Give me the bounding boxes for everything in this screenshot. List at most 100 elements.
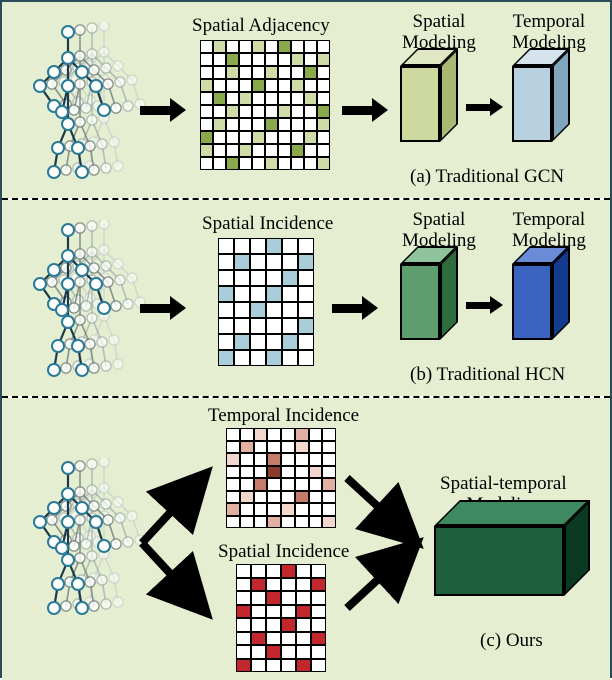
matrix-cell [298, 238, 314, 254]
matrix-cell [311, 632, 326, 646]
matrix-cell [281, 632, 296, 646]
figure-root: Spatial Adjacency Spatial Modeling Tempo… [0, 0, 612, 678]
matrix-cell [240, 478, 254, 491]
matrix-cell [282, 254, 298, 270]
matrix-cell [281, 453, 295, 466]
matrix-cell [278, 118, 291, 131]
cube-a-temporal-text: Temporal Modeling [512, 11, 586, 53]
matrix-cell [266, 591, 281, 605]
arrow-a3 [466, 98, 503, 116]
matrix-cell [296, 632, 311, 646]
spatial-incidence-matrix-c [236, 564, 326, 672]
matrix-cell [239, 92, 252, 105]
skeleton-svg-b [18, 220, 158, 380]
matrix-cell [213, 66, 226, 79]
matrix-cell [236, 645, 251, 659]
matrix-label-c-top: Temporal Incidence [208, 406, 359, 427]
matrix-cell [281, 466, 295, 479]
matrix-cell [278, 53, 291, 66]
matrix-cell [213, 131, 226, 144]
matrix-cell [250, 350, 266, 366]
matrix-cell [281, 605, 296, 619]
matrix-label-b: Spatial Incidence [202, 214, 333, 235]
arrow-c-merge [342, 448, 442, 638]
matrix-cell [240, 428, 254, 441]
matrix-cell [251, 618, 266, 632]
matrix-cell [252, 144, 265, 157]
matrix-cell [236, 605, 251, 619]
matrix-cell [317, 131, 330, 144]
matrix-cell [309, 491, 323, 504]
caption-b: (b) Traditional HCN [410, 364, 565, 386]
matrix-cell [267, 428, 281, 441]
matrix-cell [309, 466, 323, 479]
matrix-cell [291, 79, 304, 92]
matrix-cell [251, 591, 266, 605]
matrix-cell [311, 578, 326, 592]
matrix-cell [251, 605, 266, 619]
matrix-cell [200, 40, 213, 53]
matrix-cell [295, 428, 309, 441]
matrix-cell [251, 578, 266, 592]
matrix-cell [213, 144, 226, 157]
matrix-cell [239, 66, 252, 79]
matrix-cell [282, 318, 298, 334]
matrix-cell [317, 144, 330, 157]
matrix-cell [278, 92, 291, 105]
matrix-cell [266, 254, 282, 270]
matrix-cell [200, 144, 213, 157]
matrix-cell [322, 491, 336, 504]
matrix-cell [200, 105, 213, 118]
matrix-cell [226, 478, 240, 491]
matrix-cell [240, 453, 254, 466]
matrix-cell [218, 350, 234, 366]
matrix-cell [239, 53, 252, 66]
matrix-cell [250, 254, 266, 270]
matrix-cell [281, 503, 295, 516]
matrix-cell [281, 491, 295, 504]
matrix-cell [251, 659, 266, 673]
matrix-cell [254, 491, 268, 504]
matrix-cell [267, 441, 281, 454]
matrix-cell [226, 118, 239, 131]
matrix-cell [278, 157, 291, 170]
matrix-cell [250, 302, 266, 318]
matrix-cell [265, 66, 278, 79]
matrix-cell [265, 92, 278, 105]
matrix-cell [311, 618, 326, 632]
matrix-cell [281, 564, 296, 578]
arrow-a1 [140, 98, 186, 122]
matrix-cell [278, 66, 291, 79]
matrix-cell [254, 453, 268, 466]
matrix-cell [265, 118, 278, 131]
panel-a: Spatial Adjacency Spatial Modeling Tempo… [2, 2, 610, 198]
arrow-b3 [466, 296, 503, 314]
matrix-cell [200, 131, 213, 144]
matrix-cell [200, 79, 213, 92]
matrix-cell [281, 591, 296, 605]
matrix-cell [240, 516, 254, 529]
matrix-cell [252, 131, 265, 144]
matrix-cell [281, 428, 295, 441]
matrix-cell [254, 428, 268, 441]
matrix-cell [234, 254, 250, 270]
matrix-cell [317, 66, 330, 79]
matrix-cell [317, 157, 330, 170]
matrix-cell [226, 491, 240, 504]
matrix-cell [298, 286, 314, 302]
matrix-cell [252, 118, 265, 131]
matrix-cell [226, 516, 240, 529]
matrix-cell [291, 105, 304, 118]
matrix-cell [282, 270, 298, 286]
matrix-cell [304, 144, 317, 157]
matrix-cell [226, 157, 239, 170]
matrix-cell [282, 302, 298, 318]
matrix-cell [317, 92, 330, 105]
matrix-cell [291, 131, 304, 144]
matrix-cell [281, 441, 295, 454]
matrix-cell [291, 66, 304, 79]
matrix-cell [278, 79, 291, 92]
matrix-cell [251, 564, 266, 578]
matrix-cell [266, 334, 282, 350]
matrix-cell [282, 334, 298, 350]
